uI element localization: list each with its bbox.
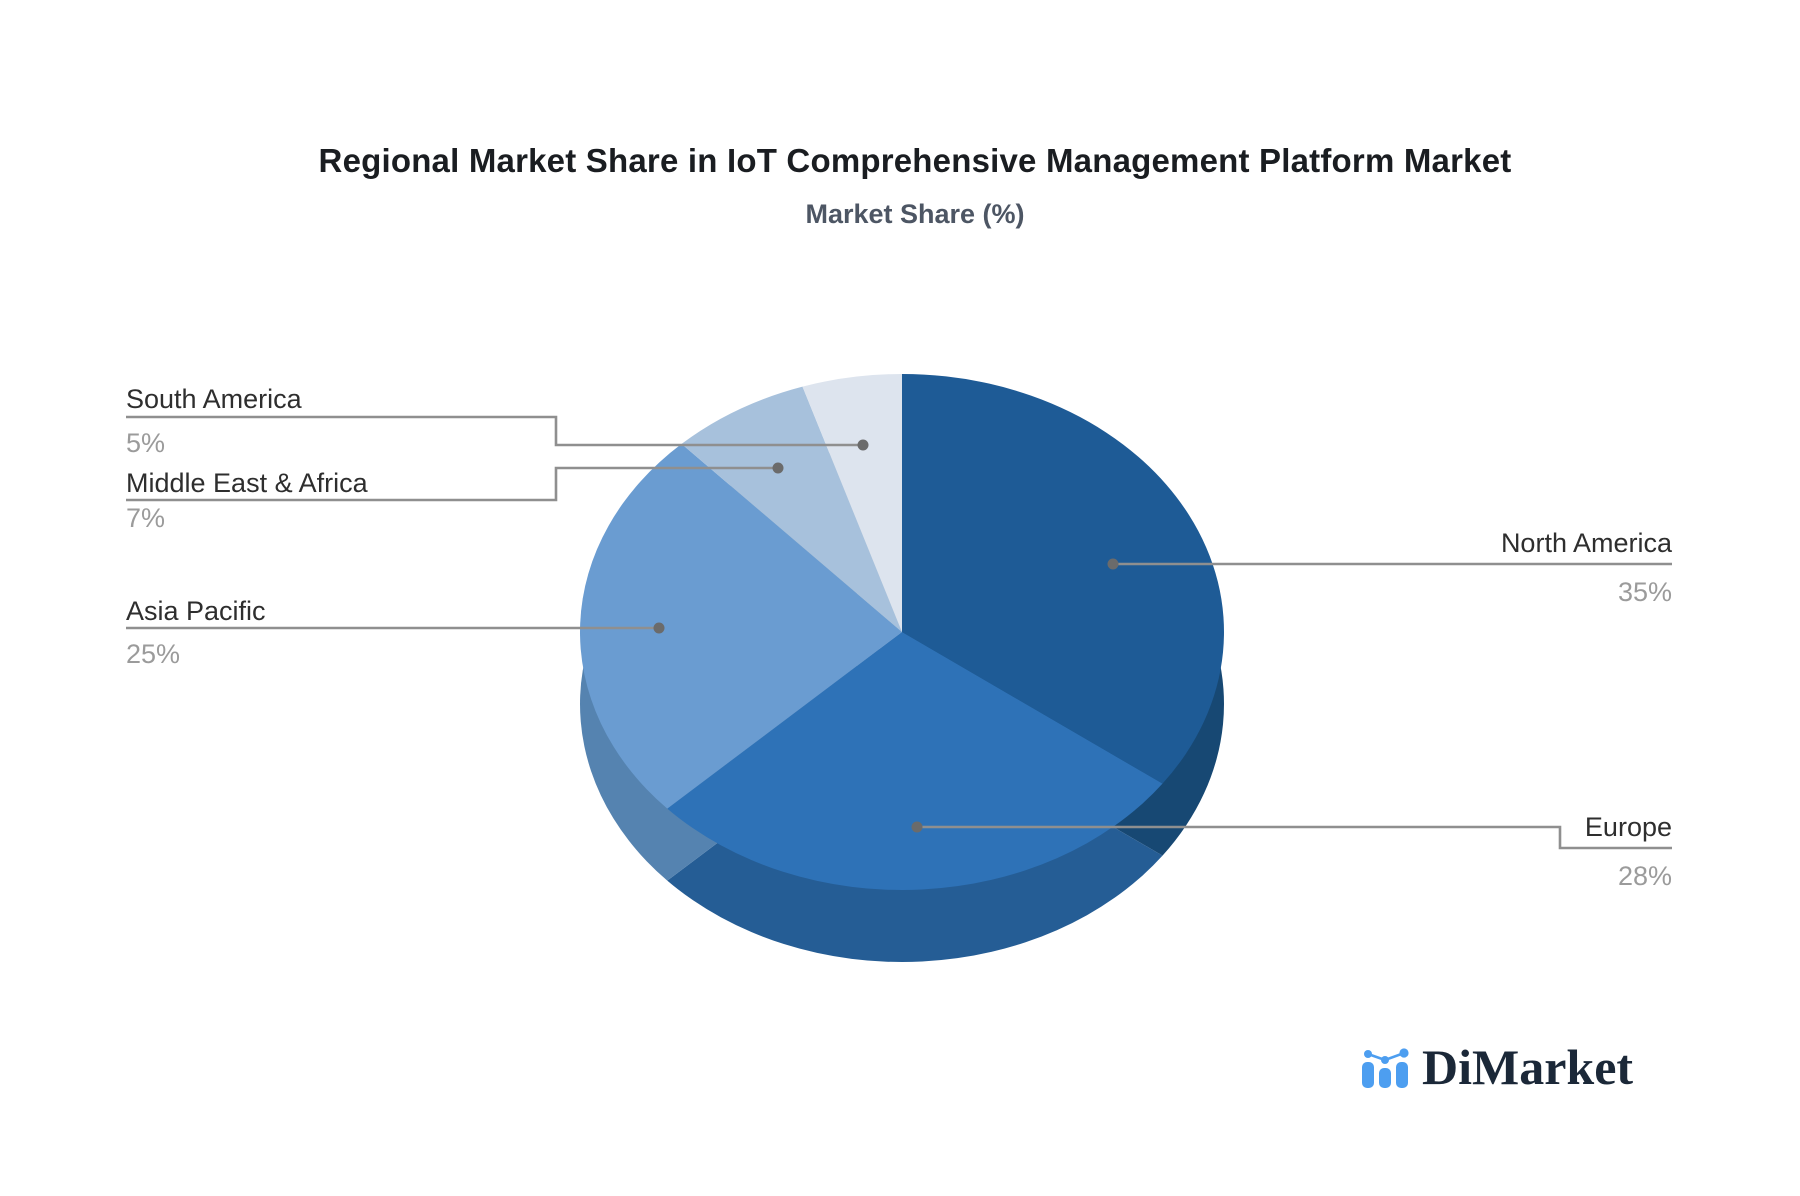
pie-slice-middle-east-africa[interactable] [681, 386, 902, 632]
callout-value-asia-pacific: 25% [126, 639, 180, 669]
callout-north-america: North America 35% [1107, 528, 1673, 607]
callout-middle-east-africa: Middle East & Africa 7% [126, 462, 784, 533]
page-title: Regional Market Share in IoT Comprehensi… [318, 142, 1512, 179]
callout-value-north-america: 35% [1618, 577, 1672, 607]
callout-dot-middle-east-africa [772, 462, 784, 474]
callout-line-europe [917, 825, 1672, 850]
callout-label-europe: Europe [1585, 812, 1672, 842]
callout-europe: Europe 28% [911, 812, 1672, 891]
callout-label-south-america: South America [126, 384, 303, 414]
pie-slice-north-america[interactable] [902, 374, 1224, 784]
chart-subtitle: Market Share (%) [805, 199, 1025, 229]
callout-value-middle-east-africa: 7% [126, 503, 165, 533]
brand-logo: DiMarket [1360, 1042, 1633, 1092]
bar-line-chart-icon [1362, 1048, 1409, 1088]
pie-slice-europe[interactable] [667, 632, 1163, 890]
pie-slice-asia-pacific[interactable] [580, 443, 902, 809]
callout-dot-north-america [1107, 558, 1119, 570]
callout-value-europe: 28% [1618, 861, 1672, 891]
callout-line-middle-east-africa [126, 466, 778, 502]
callout-label-asia-pacific: Asia Pacific [126, 596, 266, 626]
callout-dot-asia-pacific [653, 622, 665, 634]
callout-dot-south-america [857, 439, 869, 451]
pie-top-surface [580, 374, 1224, 890]
callout-asia-pacific: Asia Pacific 25% [126, 596, 665, 669]
callout-value-south-america: 5% [126, 428, 165, 458]
pie-slice-south-america[interactable] [802, 374, 903, 632]
brand-logo-text: DiMarket [1422, 1039, 1634, 1095]
callout-dot-europe [911, 821, 923, 833]
callout-line-south-america [126, 415, 863, 447]
callout-south-america: South America 5% [126, 384, 869, 458]
callout-label-middle-east-africa: Middle East & Africa [126, 468, 369, 498]
callout-label-north-america: North America [1501, 528, 1673, 558]
